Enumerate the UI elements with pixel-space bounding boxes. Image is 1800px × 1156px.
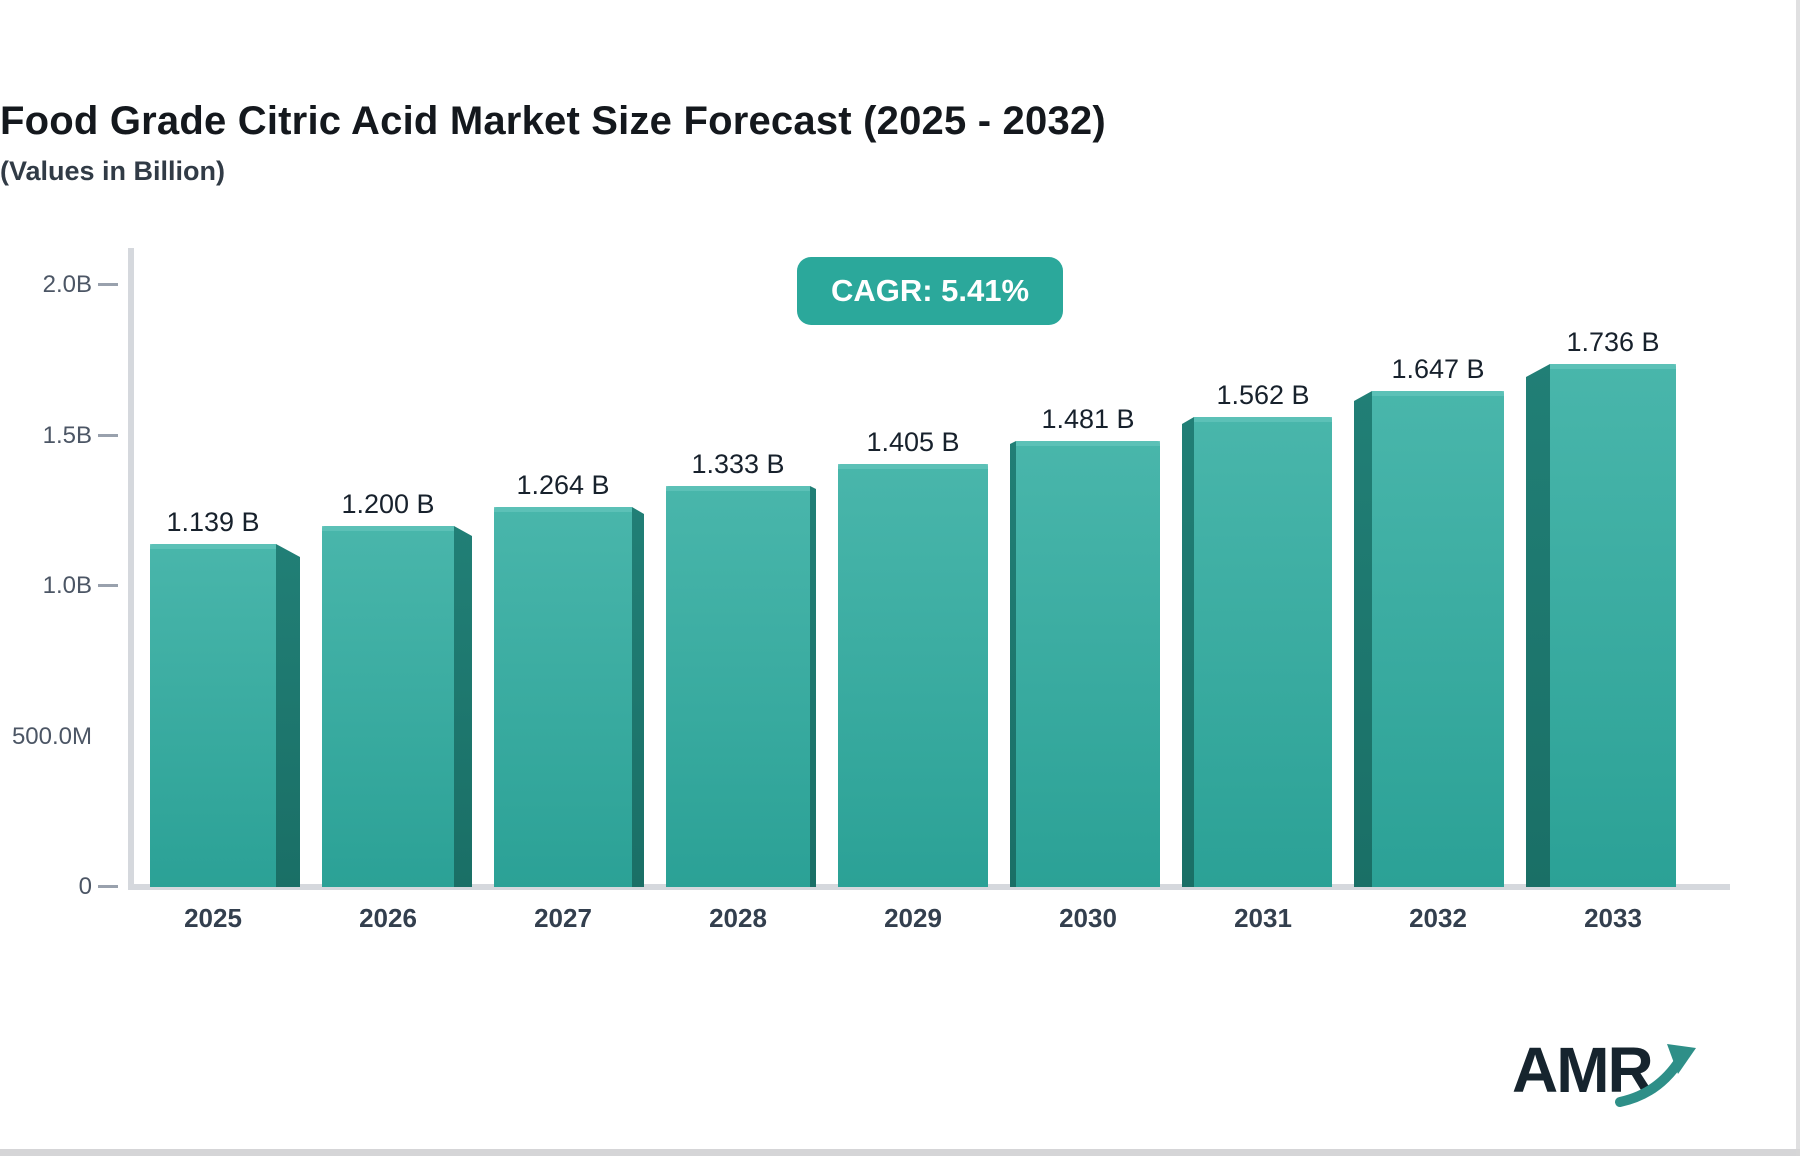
y-tick-label: 1.0B [42, 572, 92, 599]
bar-2029 [838, 464, 988, 887]
bar-top-face [1016, 441, 1160, 446]
bar-top-face [838, 464, 988, 469]
bar-value-label: 1.736 B [1566, 327, 1660, 357]
x-axis-label-2030: 2030 [1059, 903, 1117, 933]
bar-2032 [1372, 391, 1504, 887]
bar-top-face [494, 507, 632, 512]
bar-value-label: 1.333 B [691, 449, 785, 479]
y-tick-dash [98, 885, 118, 888]
x-axis-label-2033: 2033 [1584, 903, 1642, 933]
bar-value-label: 1.647 B [1391, 354, 1485, 384]
y-tick-label: 0 [78, 873, 92, 900]
bar-2027 [494, 507, 632, 887]
bar-value-label: 1.562 B [1216, 380, 1310, 410]
x-axis-label-2025: 2025 [184, 903, 242, 933]
bar-top-face [1194, 417, 1332, 422]
bar-side-face-2032 [1354, 391, 1372, 887]
bar-side-face-2027 [632, 507, 644, 887]
bar-value-label: 1.264 B [516, 470, 610, 500]
y-tick-dash [98, 283, 118, 286]
y-tick-label: 2.0B [42, 271, 92, 298]
bar-value-label: 1.139 B [166, 507, 260, 537]
cagr-badge: CAGR: 5.41% [797, 257, 1063, 325]
bar-value-label: 1.405 B [866, 427, 960, 457]
bar-2030 [1016, 441, 1160, 887]
y-tick-label: 500.0M [11, 722, 92, 750]
x-axis-label-2029: 2029 [884, 903, 942, 933]
y-tick-dash [98, 433, 118, 437]
growth-arrow-icon [1615, 1044, 1696, 1107]
bar-top-face [322, 526, 454, 531]
bottom-edge-strip [0, 1149, 1800, 1156]
bar-top-face [1550, 364, 1676, 369]
bar-side-face-2033 [1526, 364, 1550, 887]
bar-top-face [1372, 391, 1504, 396]
bar-2025 [150, 544, 276, 887]
x-axis-label-2031: 2031 [1234, 903, 1292, 933]
bar-2028 [666, 486, 810, 887]
y-tick-label: 1.5B [42, 421, 92, 449]
chart-subtitle: (Values in Billion) [0, 156, 226, 186]
x-axis-line [128, 884, 1730, 890]
bar-top-face [666, 486, 810, 491]
bar-side-face-2026 [454, 526, 472, 887]
x-axis-label-2027: 2027 [534, 903, 592, 933]
chart-title: Food Grade Citric Acid Market Size Forec… [0, 99, 1106, 143]
bar-side-face-2025 [276, 544, 300, 887]
bar-2033 [1550, 364, 1676, 887]
x-axis-label-2028: 2028 [709, 903, 767, 933]
bar-2026 [322, 526, 454, 887]
bar-2031 [1194, 417, 1332, 887]
right-edge-strip [1796, 0, 1800, 1156]
bar-side-face-2031 [1182, 417, 1194, 887]
bar-side-face-2030 [1010, 441, 1016, 887]
x-axis-label-2032: 2032 [1409, 903, 1467, 933]
x-axis-label-2026: 2026 [359, 903, 417, 933]
bar-top-face [150, 544, 276, 549]
bar-side-face-2028 [810, 486, 816, 887]
bar-value-label: 1.200 B [341, 489, 435, 519]
y-axis-line [128, 248, 134, 890]
bar-value-label: 1.481 B [1041, 404, 1135, 434]
amr-logo: AMR [1512, 1034, 1696, 1107]
y-tick-dash [98, 584, 118, 587]
